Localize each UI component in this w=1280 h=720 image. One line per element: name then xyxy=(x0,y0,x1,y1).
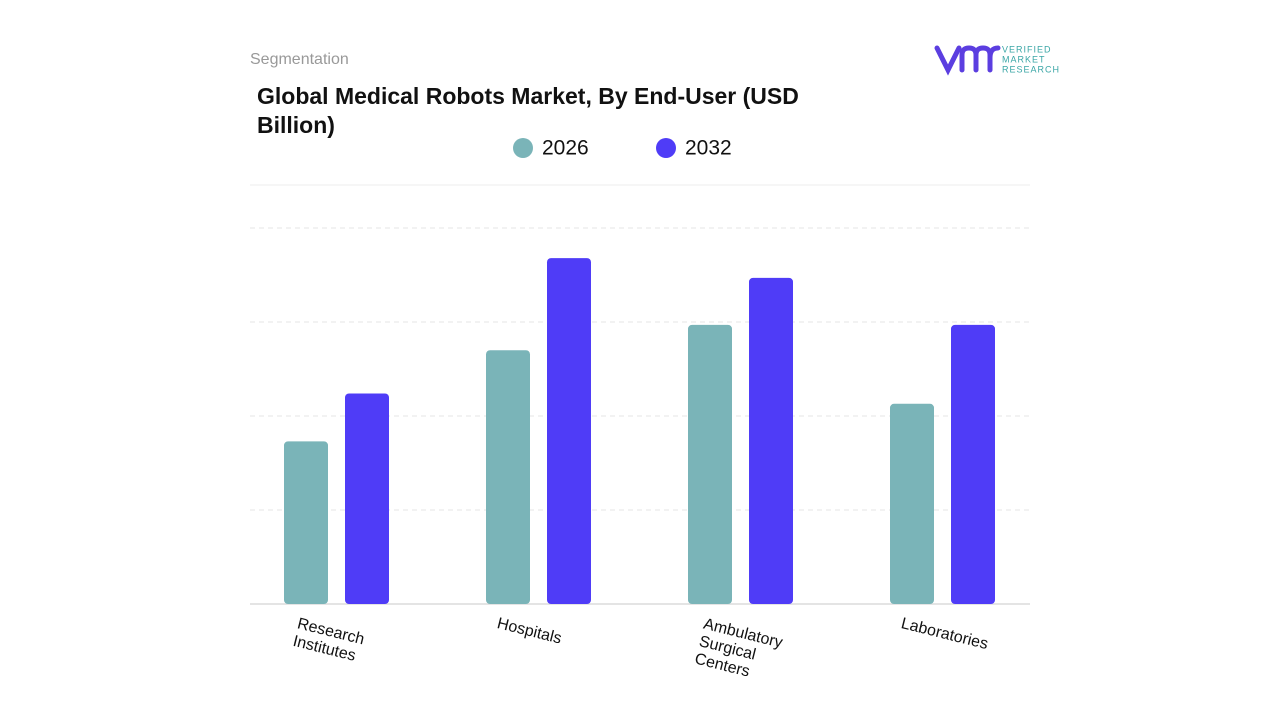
legend-marker xyxy=(656,138,676,158)
bar xyxy=(547,258,591,604)
logo-text: VERIFIED xyxy=(1002,44,1052,54)
legend-marker xyxy=(513,138,533,158)
bar xyxy=(688,324,732,604)
bar xyxy=(345,393,389,604)
bar xyxy=(890,403,934,604)
bar xyxy=(486,350,530,604)
logo-text: MARKET xyxy=(1002,54,1046,64)
legend-label: 2026 xyxy=(542,137,589,160)
chart-title: Global Medical Robots Market, By End-Use… xyxy=(257,83,799,138)
logo-text: RESEARCH xyxy=(1002,64,1060,74)
bar xyxy=(951,324,995,604)
bar xyxy=(749,277,793,604)
logo-mark xyxy=(934,45,1001,76)
logo: VERIFIED MARKET RESEARCH xyxy=(934,44,1060,76)
legend-label: 2032 xyxy=(685,137,732,160)
section-label: Segmentation xyxy=(250,51,349,68)
bar xyxy=(284,441,328,604)
